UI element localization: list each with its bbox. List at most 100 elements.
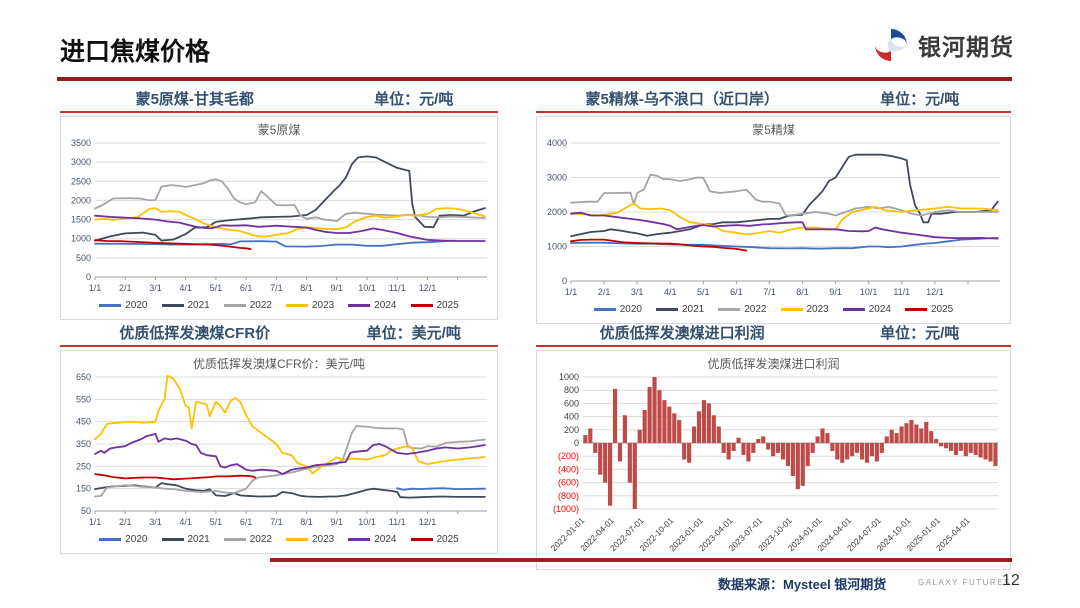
- svg-text:11/1: 11/1: [389, 517, 406, 527]
- svg-text:8/1: 8/1: [796, 287, 809, 297]
- legend-item-2023: 2023: [780, 304, 829, 315]
- legend-item-2021: 2021: [656, 304, 704, 315]
- svg-text:8/1: 8/1: [300, 517, 313, 527]
- svg-text:0: 0: [86, 272, 91, 282]
- svg-text:2500: 2500: [71, 176, 91, 186]
- svg-text:2000: 2000: [71, 195, 91, 205]
- title-underline: [57, 77, 1012, 81]
- svg-text:2/1: 2/1: [119, 517, 132, 527]
- chart-box: 优质低挥发澳煤进口利润 1000 800 600 400 200 0 (200) (400) (…: [536, 350, 1011, 570]
- svg-text:350: 350: [76, 439, 91, 449]
- chart-unit-label: 单位：元/吨: [880, 90, 960, 108]
- svg-text:9/1: 9/1: [331, 517, 344, 527]
- galaxy-swirl-icon: [875, 29, 907, 61]
- svg-text:1500: 1500: [71, 215, 91, 225]
- chart-header-title: 蒙5原煤-甘其毛都: [135, 90, 254, 108]
- svg-text:450: 450: [76, 417, 91, 427]
- svg-text:550: 550: [76, 394, 91, 404]
- chart-unit-label: 单位：元/吨: [374, 90, 454, 108]
- svg-text:10/1: 10/1: [860, 287, 878, 297]
- legend-swatch: [593, 307, 616, 311]
- line-chart-mongolian-raw-coal: 0 500 1000 1500 2000 2500 3000 3500 1/1 2/1 3/1 4/1…: [71, 138, 487, 293]
- legend-swatch: [410, 537, 433, 541]
- legend-label: 2025: [436, 299, 459, 311]
- legend-swatch: [656, 307, 678, 311]
- legend-swatch: [286, 537, 308, 541]
- svg-text:5/1: 5/1: [210, 517, 223, 527]
- panel-aus-coal-cfr: 优质低挥发澳煤CFR价 单位：美元/吨 优质低挥发澳煤CFR价：美元/吨 50 1…: [60, 320, 498, 554]
- svg-text:10/1: 10/1: [358, 283, 376, 293]
- svg-text:200: 200: [564, 425, 579, 435]
- svg-text:0: 0: [562, 276, 567, 286]
- svg-text:5/1: 5/1: [210, 283, 223, 293]
- legend-swatch: [718, 307, 741, 311]
- legend-item-2024: 2024: [348, 299, 397, 311]
- legend-label: 2024: [374, 533, 397, 545]
- svg-text:6/1: 6/1: [730, 287, 743, 297]
- legend-item-2025: 2025: [905, 304, 953, 315]
- legend-item-2025: 2025: [410, 299, 459, 311]
- legend-label: 2020: [619, 303, 642, 315]
- svg-text:7/1: 7/1: [270, 283, 283, 293]
- legend-label: 2020: [125, 533, 148, 545]
- svg-text:7/1: 7/1: [763, 287, 776, 297]
- legend-swatch: [780, 307, 803, 311]
- svg-text:1000: 1000: [71, 234, 91, 244]
- legend-swatch: [223, 303, 246, 307]
- legend-label: 2020: [125, 299, 148, 311]
- legend-swatch: [842, 307, 865, 311]
- svg-text:400: 400: [564, 412, 579, 422]
- svg-text:1/1: 1/1: [89, 517, 102, 527]
- line-chart-aus-coal-cfr: 50 150 250 350 450 550 650 1/1 2/1 3/1 4/1 5/1 6/1 7/…: [76, 372, 487, 527]
- chart-title: 优质低挥发澳煤CFR价：美元/吨: [193, 357, 365, 371]
- legend-item-2021: 2021: [161, 300, 210, 311]
- legend-label: 2023: [312, 533, 335, 545]
- svg-text:3/1: 3/1: [631, 287, 644, 297]
- legend-item-2022: 2022: [718, 303, 767, 315]
- chart-unit-label: 单位：元/吨: [880, 324, 960, 342]
- svg-text:6/1: 6/1: [240, 283, 253, 293]
- chart-legend: 2020 2021 2022 2023 2024 2025: [61, 295, 497, 315]
- legend-item-2022: 2022: [223, 534, 272, 545]
- chart-unit-label: 单位：美元/吨: [366, 324, 461, 342]
- svg-text:3/1: 3/1: [149, 283, 162, 293]
- svg-text:1000: 1000: [559, 372, 579, 382]
- legend-swatch: [99, 303, 122, 307]
- legend-label: 2023: [312, 299, 335, 311]
- legend-swatch: [161, 303, 184, 307]
- svg-text:1/1: 1/1: [89, 283, 102, 293]
- legend-item-2023: 2023: [286, 534, 334, 545]
- legend-label: 2024: [374, 299, 397, 311]
- legend-swatch: [286, 303, 308, 307]
- svg-text:650: 650: [76, 372, 91, 382]
- header-underline: [536, 111, 1011, 113]
- panel-aus-coal-import-profit: 优质低挥发澳煤进口利润 单位：元/吨 优质低挥发澳煤进口利润 1000 800 60…: [536, 320, 1011, 570]
- legend-swatch: [348, 303, 371, 307]
- legend-item-2020: 2020: [99, 299, 148, 311]
- svg-text:4000: 4000: [547, 138, 567, 148]
- svg-text:11/1: 11/1: [893, 287, 910, 297]
- bar-chart-aus-coal-import-profit: 1000 800 600 400 200 0 (200) (400) (600) (800) (10…: [549, 372, 998, 553]
- svg-text:12/1: 12/1: [419, 283, 437, 293]
- chart-legend: 2020 2021 2022 2023 2024 2025: [537, 299, 1010, 319]
- company-logo: 银河期货: [872, 26, 1014, 64]
- svg-text:(800): (800): [558, 491, 579, 501]
- chart-header-title: 蒙5精煤-乌不浪口（近口岸）: [585, 90, 779, 108]
- svg-text:(1000): (1000): [553, 504, 579, 514]
- legend-item-2023: 2023: [286, 300, 334, 311]
- header-underline: [536, 345, 1011, 347]
- legend-label: 2025: [931, 303, 954, 315]
- svg-text:8/1: 8/1: [300, 283, 313, 293]
- chart-title: 优质低挥发澳煤进口利润: [707, 357, 840, 371]
- legend-item-2024: 2024: [348, 533, 397, 545]
- panel-mongolian-raw-coal: 蒙5原煤-甘其毛都 单位：元/吨 蒙5原煤 0 500 1000 1500 2000 25…: [60, 86, 498, 320]
- legend-label: 2024: [868, 303, 891, 315]
- chart-box: 蒙5原煤 0 500 1000 1500 2000 2500 3000 3500 1/1 2/1 3…: [60, 116, 498, 320]
- header-underline: [60, 111, 498, 113]
- svg-text:6/1: 6/1: [240, 517, 253, 527]
- svg-text:3000: 3000: [71, 157, 91, 167]
- legend-label: 2022: [744, 303, 767, 315]
- svg-text:4/1: 4/1: [179, 283, 192, 293]
- panel-mongolian-clean-coal: 蒙5精煤-乌不浪口（近口岸） 单位：元/吨 蒙5精煤 0 1000 2000 3000…: [536, 86, 1011, 324]
